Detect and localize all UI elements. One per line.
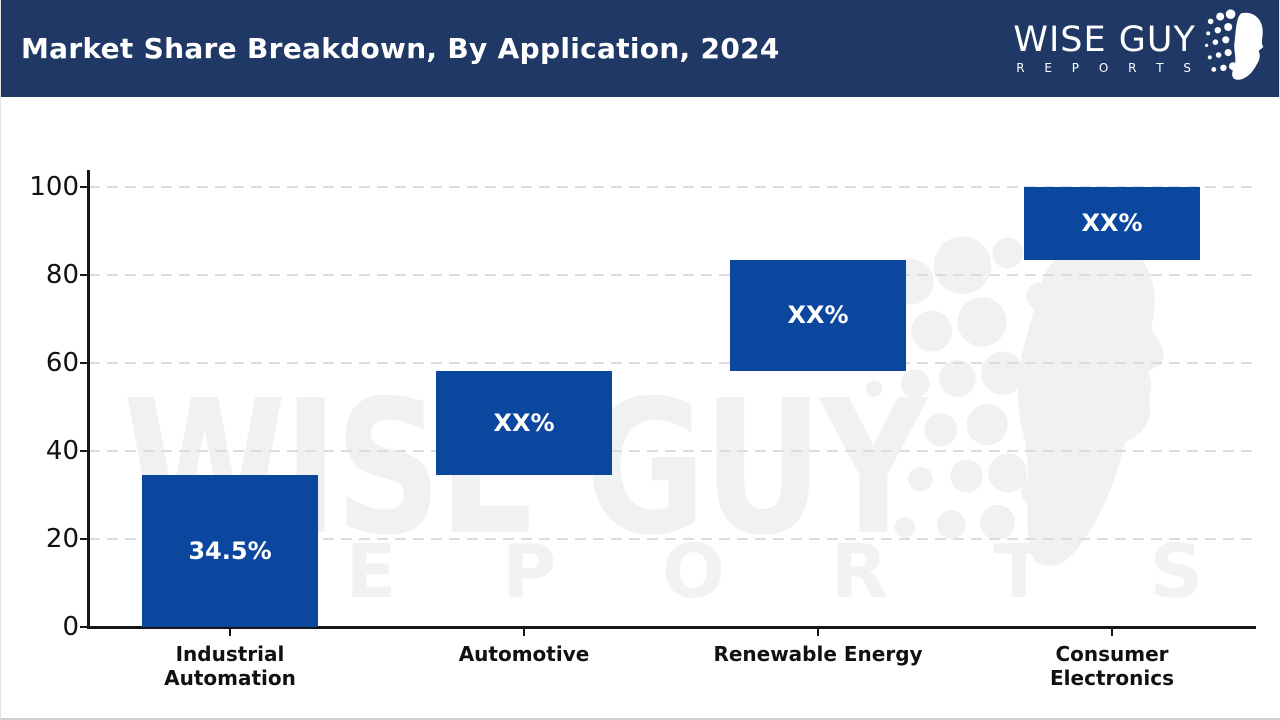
y-tick-label-40: 40 [45, 436, 79, 466]
bar-value-label-3: XX% [1081, 209, 1143, 238]
y-axis-line [87, 170, 90, 629]
y-tick-mark-60 [80, 362, 89, 364]
header-bar: Market Share Breakdown, By Application, … [1, 0, 1279, 97]
brand-name: WISE GUY [1013, 20, 1196, 60]
brand-head-icon [1201, 5, 1265, 93]
y-tick-mark-80 [80, 274, 89, 276]
x-tick-label-2: Renewable Energy [713, 642, 923, 666]
y-tick-label-80: 80 [45, 260, 79, 290]
y-tick-label-20: 20 [45, 524, 79, 554]
y-tick-mark-20 [80, 538, 89, 540]
grid-line-20 [89, 538, 1256, 540]
y-tick-label-60: 60 [45, 348, 79, 378]
x-tick-label-3: Consumer Electronics [1050, 642, 1174, 690]
y-tick-mark-100 [80, 186, 89, 188]
x-tick-label-1: Automotive [458, 642, 590, 666]
x-tick-mark-3 [1111, 627, 1113, 636]
bar-value-label-2: XX% [787, 301, 849, 330]
y-tick-label-100: 100 [29, 172, 79, 202]
grid-line-100 [89, 186, 1256, 188]
chart-title: Market Share Breakdown, By Application, … [21, 32, 780, 65]
brand-subtitle: R E P O R T S [1016, 61, 1199, 75]
x-tick-mark-0 [229, 627, 231, 636]
x-tick-mark-2 [817, 627, 819, 636]
bar-2: XX% [730, 259, 906, 371]
bar-3: XX% [1024, 187, 1200, 260]
bar-value-label-0: 34.5% [188, 537, 272, 566]
grid-line-60 [89, 362, 1256, 364]
chart-plot-area: WISE GUY R E P O R T S 0 20 40 60 80 100 34.5%… [1, 97, 1280, 718]
brand-logo: WISE GUY R E P O R T S [1010, 5, 1265, 93]
x-tick-label-0: Industrial Automation [164, 642, 296, 690]
brand-logo-text: WISE GUY R E P O R T S [1010, 20, 1199, 75]
bar-value-label-1: XX% [493, 409, 555, 438]
x-axis-line [87, 626, 1256, 629]
grid-line-80 [89, 274, 1256, 276]
y-tick-label-0: 0 [62, 612, 79, 642]
y-tick-mark-40 [80, 450, 89, 452]
bar-1: XX% [436, 370, 612, 476]
bar-0: 34.5% [142, 475, 318, 627]
y-tick-mark-0 [80, 626, 89, 628]
grid-line-40 [89, 450, 1256, 452]
x-tick-mark-1 [523, 627, 525, 636]
